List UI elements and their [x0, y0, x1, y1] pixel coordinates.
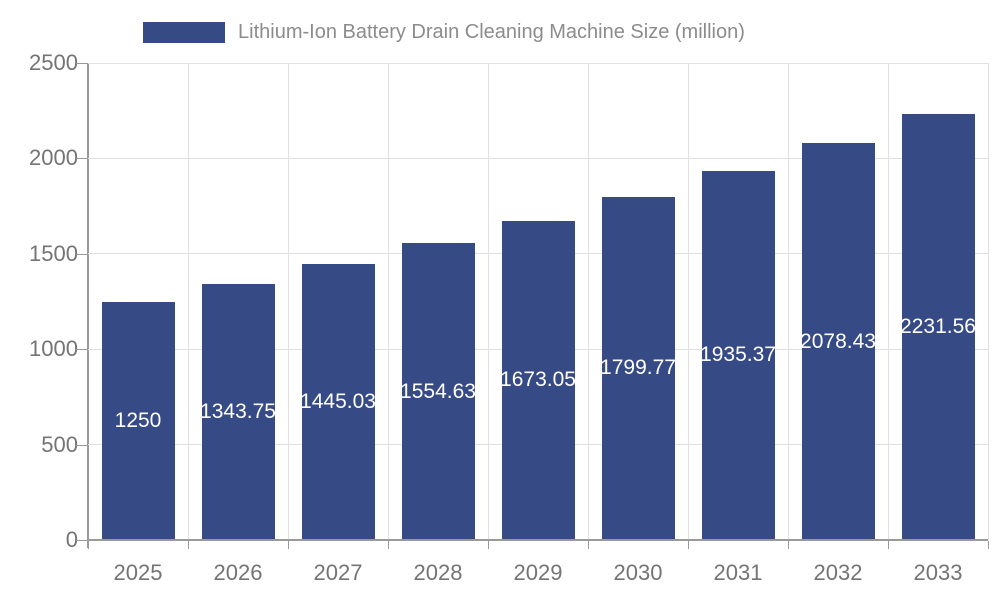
x-tick-label-2029: 2029: [513, 560, 563, 585]
legend-swatch-icon: [143, 21, 225, 43]
bar-2031[interactable]: 1935.37: [701, 170, 775, 540]
gridline-v: [387, 63, 389, 540]
x-tick-mark: [288, 541, 289, 549]
gridline-v: [687, 63, 689, 540]
gridline-v: [787, 63, 789, 540]
bar-value-label: 1445.03: [301, 390, 375, 414]
bar-value-label: 1343.75: [201, 399, 275, 423]
x-tick-mark: [988, 541, 989, 549]
gridline-v: [187, 63, 189, 540]
bar-value-label: 1250: [114, 408, 162, 432]
x-tick-label-2030: 2030: [613, 560, 663, 585]
bar-2027[interactable]: 1445.03: [301, 264, 375, 540]
x-tick-label-2031: 2031: [713, 560, 763, 585]
legend-item[interactable]: Lithium-Ion Battery Drain Cleaning Machi…: [143, 20, 745, 44]
x-tick-label-2027: 2027: [313, 560, 363, 585]
x-tick-label-2032: 2032: [813, 560, 863, 585]
x-tick-mark: [688, 541, 689, 549]
plot-area: 1250 1343.75 1445.03 1554.63 1673.05 1799.77 1…: [88, 62, 989, 540]
y-tick-label: 0: [65, 527, 78, 552]
bar-value-label: 1935.37: [701, 343, 775, 367]
gridline-v: [487, 63, 489, 540]
gridline-h: [88, 62, 988, 64]
bar-value-label: 2231.56: [901, 315, 975, 339]
x-tick-label-2028: 2028: [413, 560, 463, 585]
bar-2028[interactable]: 1554.63: [401, 243, 475, 540]
gridline-v: [287, 63, 289, 540]
x-tick-mark: [888, 541, 889, 549]
x-tick-mark: [588, 541, 589, 549]
bar-value-label: 1673.05: [501, 368, 575, 392]
bar-2032[interactable]: 2078.43: [801, 143, 875, 540]
y-tick-label: 2500: [29, 50, 78, 75]
y-axis-line: [87, 63, 89, 548]
x-tick-mark: [788, 541, 789, 549]
x-tick-mark: [488, 541, 489, 549]
bar-2030[interactable]: 1799.77: [601, 196, 675, 540]
gridline-v: [887, 63, 889, 540]
x-tick-mark: [388, 541, 389, 549]
y-tick-label: 2000: [29, 145, 78, 171]
y-tick-mark: [76, 253, 88, 255]
bar-value-label: 1554.63: [401, 379, 475, 403]
y-tick-label: 1500: [29, 240, 78, 266]
bar-value-label: 1799.77: [601, 356, 675, 380]
x-axis-line: [87, 539, 988, 541]
x-tick-label-2026: 2026: [213, 560, 263, 585]
x-tick-mark: [188, 541, 189, 549]
y-tick-mark: [76, 349, 88, 351]
y-tick-mark: [76, 158, 88, 160]
y-tick-mark: [76, 540, 88, 541]
bar-2029[interactable]: 1673.05: [501, 220, 575, 540]
y-tick-mark: [76, 444, 88, 446]
x-tick-label-2025: 2025: [113, 560, 163, 585]
bar-2033[interactable]: 2231.56: [901, 114, 975, 540]
y-tick-label: 1000: [29, 336, 78, 362]
legend-label: Lithium-Ion Battery Drain Cleaning Machi…: [238, 21, 745, 43]
bar-2026[interactable]: 1343.75: [201, 283, 275, 540]
x-tick-label-2033: 2033: [913, 560, 963, 585]
y-tick-mark: [76, 63, 88, 64]
gridline-v: [587, 63, 589, 540]
x-tick-mark: [88, 541, 89, 549]
y-tick-label: 500: [41, 431, 78, 457]
bar-value-label: 2078.43: [801, 329, 875, 353]
gridline-v: [987, 63, 989, 540]
gridline-h: [88, 157, 988, 159]
bar-2025[interactable]: 1250: [101, 301, 175, 540]
